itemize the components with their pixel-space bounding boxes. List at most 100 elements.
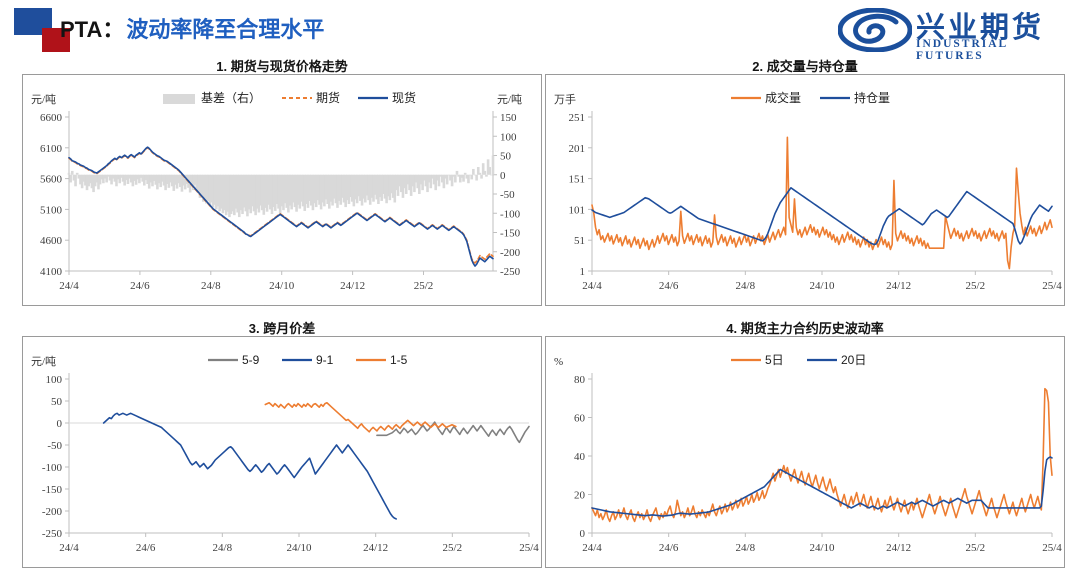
svg-text:6600: 6600 [40,112,63,124]
svg-text:-250: -250 [42,528,63,540]
svg-text:5-9: 5-9 [242,353,260,367]
svg-text:期货: 期货 [316,90,340,105]
svg-text:25/2: 25/2 [443,542,463,554]
svg-text:24/8: 24/8 [736,542,756,554]
svg-text:-50: -50 [47,440,62,452]
svg-text:24/6: 24/6 [136,542,156,554]
svg3-series-1-5 [264,401,457,433]
chart-1-title: 1. 期货与现货价格走势 [216,59,348,74]
svg-text:50: 50 [500,151,512,163]
svg-text:25/2: 25/2 [966,280,986,292]
page-title-sub: 波动率降至合理水平 [126,17,325,42]
svg-text:24/12: 24/12 [340,280,365,292]
svg-text:9-1: 9-1 [316,353,334,367]
svg-text:-100: -100 [500,208,521,220]
svg-text:100: 100 [46,374,63,386]
chart-cell-2: 2. 成交量与持仓量 万手 成交量 持仓量 1 51 101 151 201 251 24/4 24… [545,56,1065,308]
brand-name-cn: 兴业期货 [916,12,1045,44]
svg-text:4100: 4100 [40,266,63,278]
svg-text:25/2: 25/2 [966,542,986,554]
svg-text:0: 0 [57,418,63,430]
svg-text:80: 80 [574,374,586,386]
svg-text:24/4: 24/4 [582,280,602,292]
svg-text:-50: -50 [500,189,515,201]
svg-text:101: 101 [569,204,586,216]
svg-text:24/6: 24/6 [130,280,150,292]
svg-text:24/8: 24/8 [213,542,233,554]
chart-cell-1: 1. 期货与现货价格走势 元/吨 元/吨 基差（右） 期货 现货 4100 4600 5100… [22,56,542,308]
chart-3-title: 3. 跨月价差 [248,321,316,336]
svg-text:现货: 现货 [392,90,416,105]
svg-text:24/4: 24/4 [582,542,602,554]
svg-text:151: 151 [569,174,586,186]
svg-text:100: 100 [500,131,517,143]
svg-text:-250: -250 [500,266,521,278]
chart-1-plot: 元/吨 元/吨 基差（右） 期货 现货 4100 4600 5100 5600 6100 6600 -… [31,90,522,292]
svg4-series-5日 [591,387,1053,523]
svg-text:24/12: 24/12 [363,542,388,554]
swirl-logo-icon [838,8,912,52]
svg4-series-20日 [591,456,1053,517]
chart-3-plot: 元/吨 5-9 9-1 1-5 -250 -200 -150 -100 -50 0 50 100 24/… [31,353,539,554]
svg-text:4600: 4600 [40,235,63,247]
svg-text:5600: 5600 [40,174,63,186]
svg-text:6100: 6100 [40,143,63,155]
svg-text:0: 0 [500,170,506,182]
svg2-series-持仓量 [591,187,1053,246]
svg-text:201: 201 [569,143,586,155]
svg4-unit-left: % [554,356,563,368]
svg3-unit-left: 元/吨 [31,355,56,368]
svg-text:-200: -200 [500,247,521,259]
page-title: PTA： 波动率降至合理水平 [60,12,324,44]
svg3-series-9-1 [102,412,397,520]
chart-3-panel: 元/吨 5-9 9-1 1-5 -250 -200 -150 -100 -50 0 50 100 24/… [22,336,542,568]
svg-text:基差（右）: 基差（右） [201,90,261,105]
svg-text:5日: 5日 [765,353,784,367]
chart-1-panel: 元/吨 元/吨 基差（右） 期货 现货 4100 4600 5100 5600 6100 6600 -… [22,74,542,306]
svg-text:5100: 5100 [40,204,63,216]
svg-text:1: 1 [580,266,586,278]
svg-text:24/10: 24/10 [269,280,295,292]
svg-text:24/4: 24/4 [59,542,79,554]
chart-4-title: 4. 期货主力合约历史波动率 [726,321,884,336]
svg2-series-成交量 [591,136,1053,270]
svg-text:持仓量: 持仓量 [854,90,890,105]
svg-text:20日: 20日 [841,353,866,367]
svg-text:251: 251 [569,112,586,124]
svg-text:-150: -150 [42,484,63,496]
svg-text:25/4: 25/4 [1042,280,1062,292]
svg-text:25/2: 25/2 [414,280,434,292]
svg-text:150: 150 [500,112,517,124]
svg-text:24/6: 24/6 [659,280,679,292]
svg-text:25/4: 25/4 [1042,542,1062,554]
svg-text:0: 0 [580,528,586,540]
page-title-main: PTA： [60,17,125,42]
svg-text:50: 50 [51,396,63,408]
svg-text:20: 20 [574,490,586,502]
svg-text:24/6: 24/6 [659,542,679,554]
decorative-squares [14,8,70,52]
svg-text:24/10: 24/10 [809,280,835,292]
chart-4-plot: % 5日 20日 0 20 40 60 80 24/4 24/6 24/8 24/10 24/12 25/… [554,353,1062,554]
chart-cell-3: 3. 跨月价差 元/吨 5-9 9-1 1-5 -250 -200 -150 -100 -50 0… [22,318,542,570]
svg-text:24/8: 24/8 [201,280,221,292]
chart-2-panel: 万手 成交量 持仓量 1 51 101 151 201 251 24/4 24/6 24/8 24/10… [545,74,1065,306]
page-header: PTA： 波动率降至合理水平 兴业期货 INDUSTRIAL FUTURES [0,0,1080,62]
svg-text:成交量: 成交量 [765,90,801,105]
chart-cell-4: 4. 期货主力合约历史波动率 % 5日 20日 0 20 40 60 80 24/4 24/6 24… [545,318,1065,570]
svg-text:24/12: 24/12 [886,280,911,292]
brand-name-en: INDUSTRIAL FUTURES [916,38,1008,62]
svg1-series-basis [67,155,495,218]
svg-text:24/4: 24/4 [59,280,79,292]
svg-text:24/12: 24/12 [886,542,911,554]
svg2-unit-left: 万手 [554,92,576,106]
chart-4-panel: % 5日 20日 0 20 40 60 80 24/4 24/6 24/8 24/10 24/12 25/… [545,336,1065,568]
svg-text:-200: -200 [42,506,63,518]
svg-text:40: 40 [574,451,586,463]
svg1-unit-right: 元/吨 [497,93,522,106]
svg-text:60: 60 [574,413,586,425]
brand-logo: 兴业期货 INDUSTRIAL FUTURES [832,4,1072,62]
svg3-series-5-9 [376,421,530,444]
svg1-unit-left: 元/吨 [31,93,56,106]
